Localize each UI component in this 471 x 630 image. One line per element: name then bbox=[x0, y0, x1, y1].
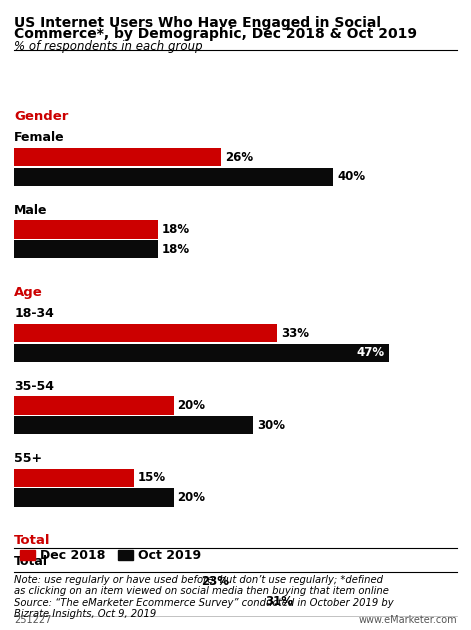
Bar bbox=[14, 572, 197, 590]
Text: 18-34: 18-34 bbox=[14, 307, 54, 320]
Text: Total: Total bbox=[14, 534, 50, 547]
Legend: Dec 2018, Oct 2019: Dec 2018, Oct 2019 bbox=[20, 549, 202, 562]
Text: 30%: 30% bbox=[257, 419, 285, 432]
Text: 23%: 23% bbox=[202, 575, 229, 588]
Text: Commerce*, by Demographic, Dec 2018 & Oct 2019: Commerce*, by Demographic, Dec 2018 & Oc… bbox=[14, 27, 417, 41]
Bar bbox=[14, 396, 173, 415]
Text: 31%: 31% bbox=[265, 595, 293, 607]
Bar bbox=[14, 148, 221, 166]
Text: www.eMarketer.com: www.eMarketer.com bbox=[358, 615, 457, 625]
Bar bbox=[14, 220, 158, 239]
Bar bbox=[14, 469, 134, 487]
Bar bbox=[14, 488, 173, 507]
Text: Age: Age bbox=[14, 286, 43, 299]
Text: 251227: 251227 bbox=[14, 615, 51, 625]
Text: 26%: 26% bbox=[225, 151, 253, 164]
Text: 18%: 18% bbox=[162, 243, 190, 256]
Text: Gender: Gender bbox=[14, 110, 68, 123]
Text: 35-54: 35-54 bbox=[14, 379, 54, 392]
Text: 20%: 20% bbox=[178, 399, 205, 412]
Text: Note: use regularly or have used before, but don’t use regularly; *defined
as cl: Note: use regularly or have used before,… bbox=[14, 575, 394, 619]
Text: 47%: 47% bbox=[357, 346, 385, 359]
Text: 18%: 18% bbox=[162, 223, 190, 236]
Bar bbox=[14, 416, 253, 434]
Bar bbox=[14, 324, 277, 342]
Text: 40%: 40% bbox=[337, 170, 365, 183]
Bar bbox=[14, 240, 158, 258]
Text: Male: Male bbox=[14, 203, 48, 217]
Text: 33%: 33% bbox=[281, 326, 309, 340]
Text: 55+: 55+ bbox=[14, 452, 42, 465]
Text: US Internet Users Who Have Engaged in Social: US Internet Users Who Have Engaged in So… bbox=[14, 16, 381, 30]
Text: 20%: 20% bbox=[178, 491, 205, 504]
Bar bbox=[14, 168, 333, 186]
Text: 15%: 15% bbox=[138, 471, 166, 484]
Bar bbox=[14, 592, 261, 610]
Text: Female: Female bbox=[14, 131, 65, 144]
Text: Total: Total bbox=[14, 556, 48, 568]
Text: % of respondents in each group: % of respondents in each group bbox=[14, 40, 203, 53]
Bar bbox=[14, 343, 389, 362]
